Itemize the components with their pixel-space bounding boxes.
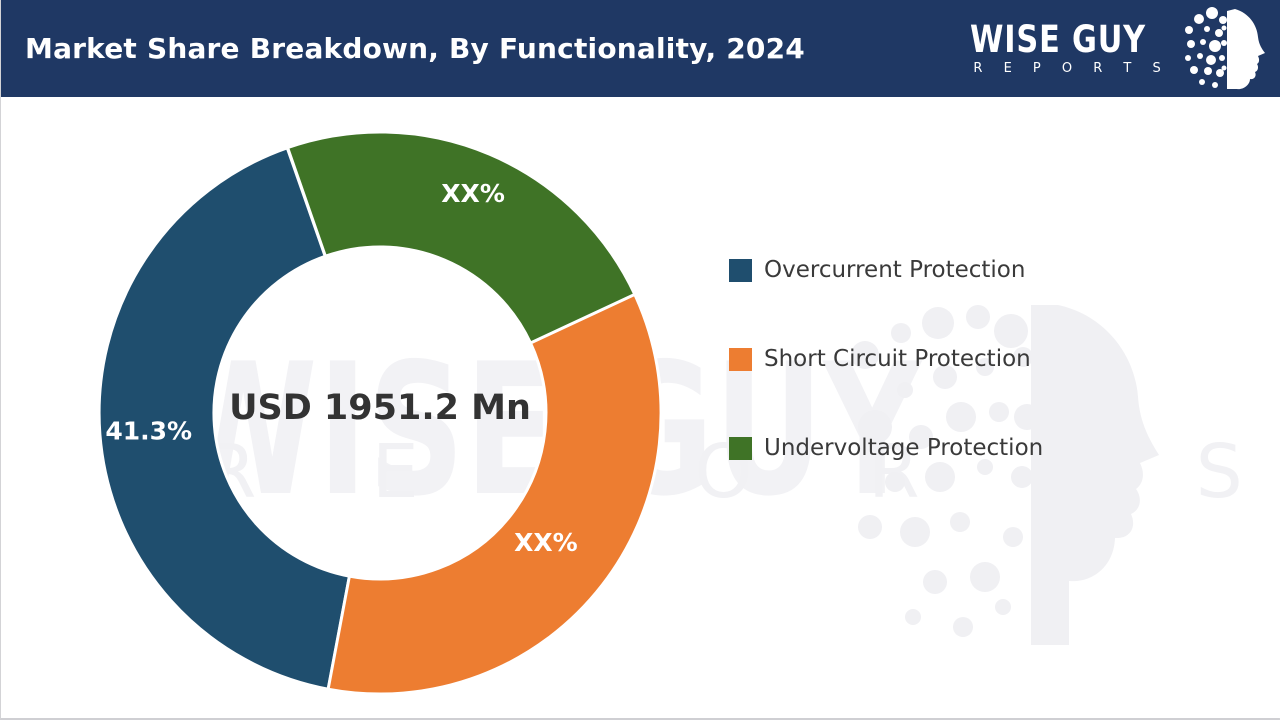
slice-label-short-circuit-protection: XX% [514,528,578,557]
donut-center-value: USD 1951.2 Mn [229,388,531,428]
logo-wordmark-line1: WISE GUY [970,18,1147,61]
donut-segment-overcurrent-protection [97,146,351,691]
legend-label: Short Circuit Protection [764,346,1031,372]
legend-swatch-overcurrent [729,259,752,282]
dotted-head-profile-icon [1185,6,1265,89]
legend-label: Undervoltage Protection [764,435,1044,461]
slice-label-undervoltage-protection: XX% [441,179,505,208]
legend-swatch-short-circuit [729,348,752,371]
legend: Overcurrent Protection Short Circuit Pro… [729,259,1043,526]
legend-label: Overcurrent Protection [764,257,1026,283]
donut-chart: 41.3% XX% XX% [97,130,663,696]
page-title: Market Share Breakdown, By Functionality… [25,32,805,65]
legend-item-overcurrent: Overcurrent Protection [729,259,1043,282]
header: Market Share Breakdown, By Functionality… [1,0,1280,97]
logo-wordmark-line2: R E P O R T S [973,61,1170,76]
legend-item-short-circuit: Short Circuit Protection [729,348,1043,371]
donut-segment-short-circuit-protection [326,292,663,696]
chart-area: WISE GUY R E P O R T S 41.3% XX% XX% USD 1… [1,97,1280,718]
logo-wordmark: WISE GUY R E P O R T S [970,21,1185,76]
donut-segment-undervoltage-protection [286,130,637,345]
legend-swatch-undervoltage [729,437,752,460]
brand-logo: WISE GUY R E P O R T S [970,6,1267,92]
dotted-head-profile-watermark-icon [851,305,1159,645]
legend-item-undervoltage: Undervoltage Protection [729,437,1043,460]
slice-label-overcurrent-protection: 41.3% [105,417,192,446]
